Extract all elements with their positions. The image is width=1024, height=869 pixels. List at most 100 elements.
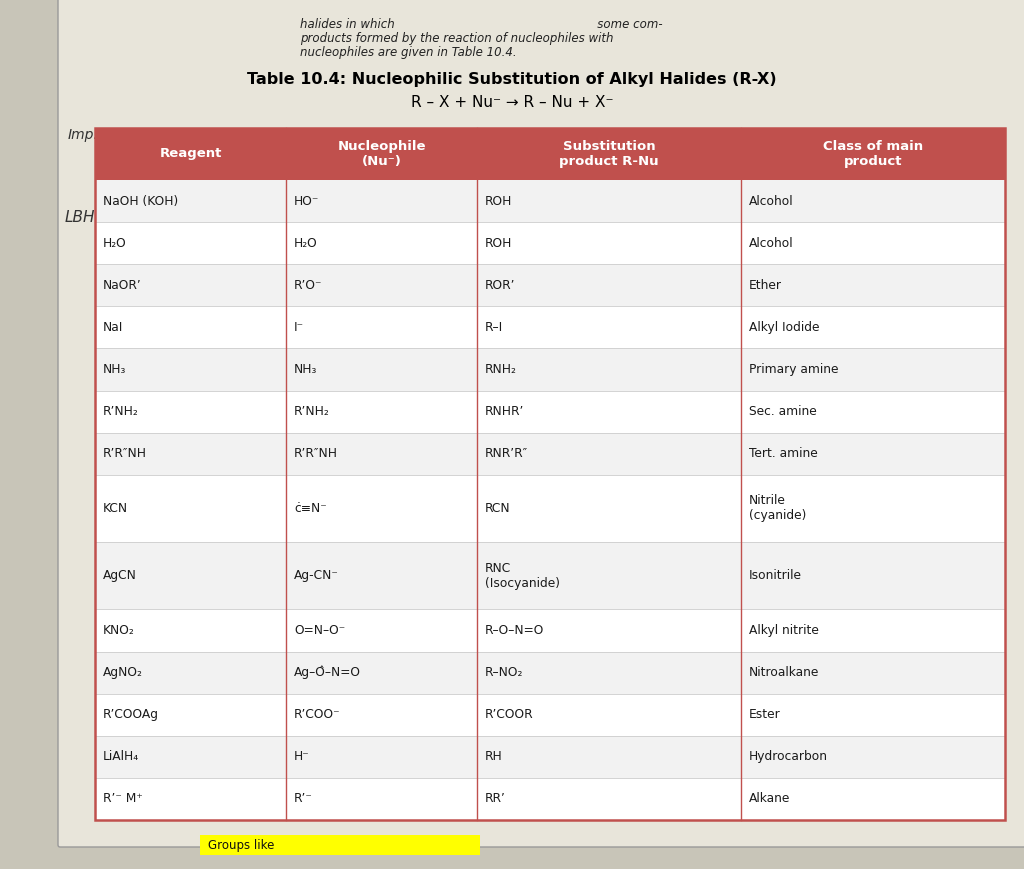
Bar — [95, 264, 286, 306]
Text: ROH: ROH — [485, 195, 513, 208]
Text: LBH: LBH — [65, 210, 95, 225]
Text: nucleophiles are given in Table 10.4.: nucleophiles are given in Table 10.4. — [300, 46, 517, 59]
Bar — [286, 778, 477, 820]
Text: ċ≡N⁻: ċ≡N⁻ — [294, 502, 327, 515]
Text: Hydrocarbon: Hydrocarbon — [750, 750, 828, 763]
Bar — [286, 693, 477, 736]
Bar — [95, 652, 286, 693]
Text: KNO₂: KNO₂ — [103, 624, 135, 637]
Bar — [95, 693, 286, 736]
Text: NH₃: NH₃ — [103, 363, 126, 376]
Text: R–O–N=O: R–O–N=O — [485, 624, 545, 637]
Bar — [477, 778, 741, 820]
Text: R’COOAg: R’COOAg — [103, 708, 159, 721]
Text: H₂O: H₂O — [294, 236, 317, 249]
Bar — [741, 433, 1005, 474]
Text: Tert. amine: Tert. amine — [750, 448, 818, 461]
Bar — [95, 433, 286, 474]
Bar — [741, 306, 1005, 348]
Bar — [95, 736, 286, 778]
Text: Sec. amine: Sec. amine — [750, 405, 817, 418]
Text: Ag–Ô–N=O: Ag–Ô–N=O — [294, 666, 361, 680]
Text: ROR’: ROR’ — [485, 279, 516, 292]
Bar — [286, 222, 477, 264]
Bar — [95, 778, 286, 820]
Bar — [477, 736, 741, 778]
Text: Ag-CN⁻: Ag-CN⁻ — [294, 569, 339, 582]
Text: R’⁻ M⁺: R’⁻ M⁺ — [103, 793, 142, 806]
Bar — [286, 736, 477, 778]
Text: Groups like: Groups like — [208, 839, 274, 852]
Bar — [741, 652, 1005, 693]
Text: Alkyl Iodide: Alkyl Iodide — [750, 321, 819, 334]
Text: NaOH (KOH): NaOH (KOH) — [103, 195, 178, 208]
Text: Table 10.4: Nucleophilic Substitution of Alkyl Halides (R-X): Table 10.4: Nucleophilic Substitution of… — [247, 72, 777, 87]
Bar — [477, 474, 741, 542]
Bar — [286, 652, 477, 693]
Text: halides in which                                                      some com-: halides in which some com- — [300, 18, 663, 31]
Text: RH: RH — [485, 750, 503, 763]
Text: HO⁻: HO⁻ — [294, 195, 319, 208]
Text: O=N–O⁻: O=N–O⁻ — [294, 624, 345, 637]
Bar — [95, 128, 1005, 180]
Text: RR’: RR’ — [485, 793, 506, 806]
Bar — [286, 180, 477, 222]
Text: R’COO⁻: R’COO⁻ — [294, 708, 341, 721]
Bar — [477, 693, 741, 736]
Text: Nitrile
(cyanide): Nitrile (cyanide) — [750, 494, 807, 522]
Text: RNH₂: RNH₂ — [485, 363, 517, 376]
Bar — [286, 542, 477, 609]
Bar — [95, 609, 286, 652]
Bar — [477, 222, 741, 264]
Text: LiAlH₄: LiAlH₄ — [103, 750, 139, 763]
Text: Primary amine: Primary amine — [750, 363, 839, 376]
Bar — [741, 474, 1005, 542]
Bar — [477, 306, 741, 348]
FancyBboxPatch shape — [58, 0, 1024, 847]
Bar — [477, 542, 741, 609]
Bar — [286, 264, 477, 306]
Text: NaI: NaI — [103, 321, 123, 334]
Bar — [95, 474, 286, 542]
Text: R’NH₂: R’NH₂ — [294, 405, 330, 418]
Text: Imp.: Imp. — [68, 128, 98, 142]
Bar — [741, 222, 1005, 264]
Text: R – X + Nu⁻ → R – Nu + X⁻: R – X + Nu⁻ → R – Nu + X⁻ — [411, 95, 613, 110]
Text: R’⁻: R’⁻ — [294, 793, 313, 806]
Bar — [477, 390, 741, 433]
Text: Ester: Ester — [750, 708, 781, 721]
Text: Isonitrile: Isonitrile — [750, 569, 802, 582]
Text: Alcohol: Alcohol — [750, 195, 794, 208]
Text: H₂O: H₂O — [103, 236, 127, 249]
Text: Substitution
product R-Nu: Substitution product R-Nu — [559, 140, 659, 168]
Bar — [286, 390, 477, 433]
Text: Alcohol: Alcohol — [750, 236, 794, 249]
Text: AgCN: AgCN — [103, 569, 137, 582]
Bar — [477, 180, 741, 222]
Text: I⁻: I⁻ — [294, 321, 304, 334]
Text: NH₃: NH₃ — [294, 363, 317, 376]
Bar — [741, 180, 1005, 222]
Bar — [741, 778, 1005, 820]
Bar — [95, 390, 286, 433]
Text: Alkane: Alkane — [750, 793, 791, 806]
Text: RNHR’: RNHR’ — [485, 405, 524, 418]
Bar — [286, 306, 477, 348]
Bar — [477, 652, 741, 693]
Bar — [95, 542, 286, 609]
Text: KCN: KCN — [103, 502, 128, 515]
Text: R’NH₂: R’NH₂ — [103, 405, 138, 418]
Bar — [286, 433, 477, 474]
Bar — [95, 348, 286, 390]
Bar — [477, 609, 741, 652]
Text: Ether: Ether — [750, 279, 782, 292]
Text: RCN: RCN — [485, 502, 511, 515]
Bar — [741, 609, 1005, 652]
Bar — [741, 348, 1005, 390]
Bar — [286, 609, 477, 652]
Bar — [477, 264, 741, 306]
Text: Class of main
product: Class of main product — [823, 140, 923, 168]
Text: R–NO₂: R–NO₂ — [485, 667, 523, 680]
Text: RNC
(Isocyanide): RNC (Isocyanide) — [485, 561, 560, 590]
Text: R’O⁻: R’O⁻ — [294, 279, 323, 292]
